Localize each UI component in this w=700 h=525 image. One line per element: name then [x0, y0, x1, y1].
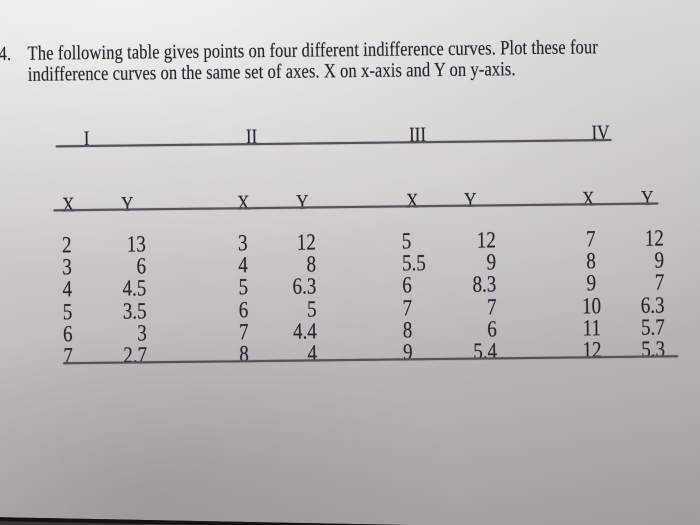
cell-curve-IV-row6-y: 5.3 — [641, 337, 666, 363]
col-header-y-II: Y — [296, 190, 309, 214]
cell-curve-III-row6-y: 5.4 — [473, 338, 498, 365]
cell-curve-I-row6-y: 2.7 — [123, 342, 148, 369]
table-rows: 2 13 3 6 4 4.5 5 3.5 6 3 7 2.7 3 12 4 8 5 6.3 6 5 7 4.4 8 4 5 12 5… — [0, 0, 697, 369]
col-header-y-IV: Y — [641, 186, 654, 210]
cell-curve-III-row6-x: 9 — [402, 339, 413, 366]
cell-curve-I-row6-x: 7 — [63, 343, 73, 370]
curve-label-II: II — [245, 124, 258, 149]
col-header-x-II: X — [237, 190, 250, 215]
cell-curve-II-row6-x: 8 — [239, 341, 249, 368]
col-header-y-I: Y — [121, 192, 134, 216]
col-header-x-III: X — [406, 189, 419, 213]
cell-curve-IV-row6-x: 12 — [582, 337, 602, 364]
col-header-x-I: X — [62, 192, 75, 217]
cell-curve-II-row6-y: 4 — [307, 340, 318, 367]
prompt-line-2: indifference curves on the same set of a… — [27, 56, 516, 86]
curve-label-I: I — [83, 126, 90, 150]
curve-label-III: III — [408, 122, 427, 147]
problem-number: 4. — [0, 41, 12, 65]
col-header-x-IV: X — [582, 187, 595, 211]
rule-under-curve-labels — [55, 139, 612, 148]
curve-label-IV: IV — [591, 120, 610, 145]
rule-under-column-headers — [53, 202, 659, 212]
col-header-y-III: Y — [464, 188, 477, 212]
